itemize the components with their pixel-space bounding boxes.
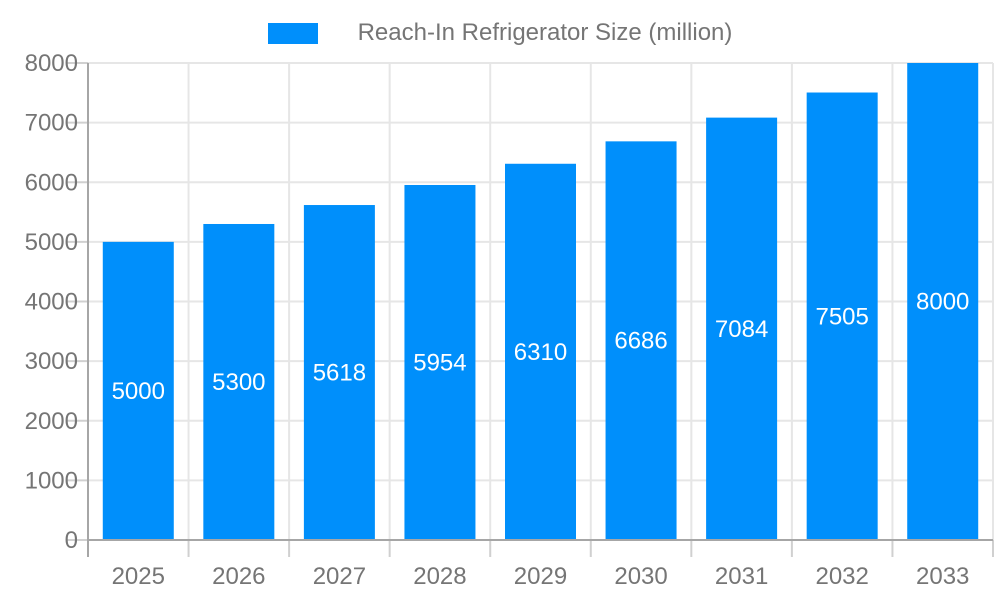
y-axis-label: 7000: [25, 110, 78, 137]
x-axis-label: 2029: [514, 563, 567, 590]
bar-value-label: 5000: [112, 378, 165, 405]
bar-value-label: 5954: [413, 349, 466, 376]
bar: [203, 223, 275, 541]
bar: [605, 141, 677, 541]
x-axis-label: 2031: [715, 563, 768, 590]
y-axis-label: 6000: [25, 169, 78, 196]
bar-value-label: 5618: [313, 360, 366, 387]
bar: [806, 92, 878, 540]
bar: [303, 205, 375, 541]
x-axis-label: 2032: [815, 563, 868, 590]
bar-value-label: 6686: [614, 328, 667, 355]
x-axis-label: 2027: [313, 563, 366, 590]
x-axis-label: 2030: [614, 563, 667, 590]
bar-value-label: 6310: [514, 339, 567, 366]
x-axis-label: 2028: [413, 563, 466, 590]
bar-value-label: 7505: [815, 303, 868, 330]
y-axis-label: 8000: [25, 50, 78, 77]
bar: [404, 184, 476, 541]
y-axis-label: 4000: [25, 289, 78, 316]
y-axis-label: 5000: [25, 229, 78, 256]
bar: [102, 241, 174, 540]
legend-swatch: [267, 22, 318, 44]
bar-value-label: 8000: [916, 289, 969, 316]
legend[interactable]: Reach-In Refrigerator Size (million): [0, 19, 1000, 47]
y-axis-label: 3000: [25, 348, 78, 375]
x-axis-label: 2033: [916, 563, 969, 590]
y-axis-label: 0: [65, 527, 78, 554]
x-axis-label: 2025: [112, 563, 165, 590]
bar: [907, 63, 979, 540]
bar: [505, 163, 576, 541]
y-axis-label: 1000: [25, 467, 78, 494]
bar-value-label: 7084: [715, 316, 768, 343]
bar: [706, 117, 778, 540]
x-axis-label: 2026: [212, 563, 265, 590]
bar-value-label: 5300: [212, 369, 265, 396]
y-axis-label: 2000: [25, 408, 78, 435]
legend-label: Reach-In Refrigerator Size (million): [357, 19, 733, 46]
